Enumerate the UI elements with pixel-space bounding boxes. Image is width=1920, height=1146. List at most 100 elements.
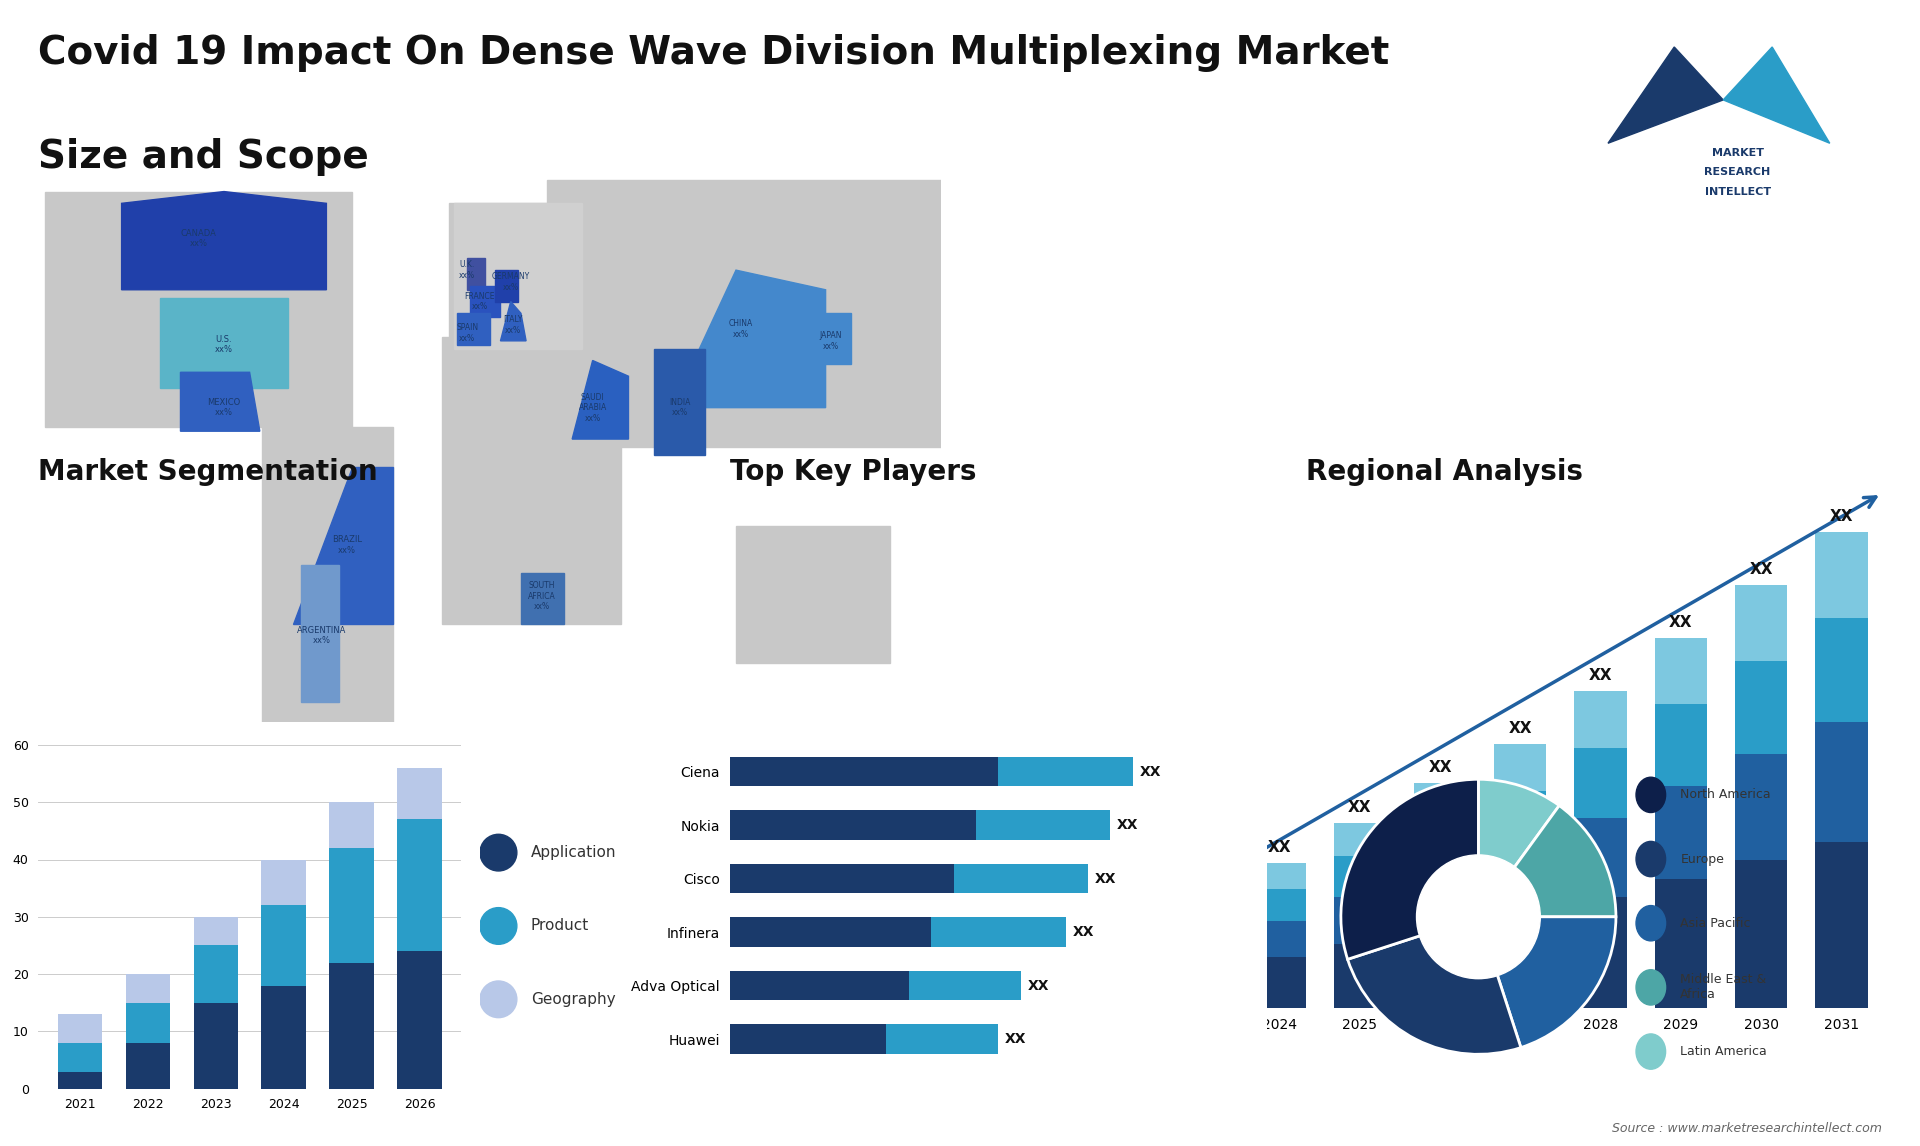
Bar	[1574, 897, 1626, 1008]
Polygon shape	[572, 361, 628, 439]
Text: Application: Application	[530, 845, 616, 861]
Polygon shape	[294, 466, 394, 623]
Polygon shape	[470, 285, 501, 317]
Text: XX: XX	[1428, 761, 1452, 776]
Text: Middle East &
Africa: Middle East & Africa	[1680, 973, 1766, 1002]
Text: Regional Analysis: Regional Analysis	[1306, 458, 1582, 486]
Text: XX: XX	[1117, 818, 1139, 832]
Text: INDIA
xx%: INDIA xx%	[668, 398, 691, 417]
Circle shape	[480, 908, 516, 944]
Bar	[730, 810, 975, 840]
Circle shape	[1636, 905, 1667, 941]
Bar	[58, 1043, 102, 1072]
Bar	[1092, 960, 1144, 981]
Bar	[1574, 691, 1626, 748]
Bar	[125, 1043, 169, 1089]
Text: North America: North America	[1680, 788, 1770, 801]
Bar	[330, 963, 374, 1089]
Polygon shape	[735, 526, 889, 664]
Bar	[1736, 661, 1788, 754]
Polygon shape	[442, 337, 620, 623]
Bar	[125, 1003, 169, 1043]
Bar	[730, 1025, 887, 1054]
Text: ARGENTINA
xx%: ARGENTINA xx%	[296, 626, 346, 645]
Text: XX: XX	[1006, 1033, 1027, 1046]
Circle shape	[1636, 970, 1667, 1005]
Wedge shape	[1348, 917, 1521, 1054]
Text: CHINA
xx%: CHINA xx%	[730, 320, 753, 339]
Bar	[1334, 856, 1386, 897]
Bar	[1092, 981, 1144, 1008]
Bar	[730, 758, 998, 786]
Bar	[261, 860, 305, 905]
Bar	[1254, 889, 1306, 921]
Wedge shape	[1340, 779, 1478, 959]
Text: U.S.
xx%: U.S. xx%	[215, 335, 232, 354]
Text: Source : www.marketresearchintellect.com: Source : www.marketresearchintellect.com	[1611, 1122, 1882, 1135]
Text: Covid 19 Impact On Dense Wave Division Multiplexing Market: Covid 19 Impact On Dense Wave Division M…	[38, 34, 1390, 72]
Bar	[1254, 863, 1306, 889]
Text: XX: XX	[1267, 840, 1290, 855]
Bar	[58, 1014, 102, 1043]
Bar	[1334, 823, 1386, 856]
Bar	[1816, 841, 1868, 1008]
Text: SAUDI
ARABIA
xx%: SAUDI ARABIA xx%	[578, 393, 607, 423]
Polygon shape	[449, 203, 588, 348]
Text: Asia Pacific: Asia Pacific	[1680, 917, 1751, 929]
Circle shape	[1636, 1034, 1667, 1069]
Bar	[194, 945, 238, 1003]
Text: XX: XX	[1027, 979, 1048, 992]
Text: FRANCE
xx%: FRANCE xx%	[465, 292, 495, 312]
Text: INTELLECT: INTELLECT	[1705, 187, 1770, 197]
Text: SPAIN
xx%: SPAIN xx%	[457, 323, 478, 343]
Polygon shape	[263, 427, 394, 722]
Bar	[1092, 929, 1144, 943]
Bar	[1173, 903, 1225, 921]
Bar	[194, 917, 238, 945]
Bar	[1574, 748, 1626, 818]
Bar	[887, 1025, 998, 1054]
Polygon shape	[1722, 47, 1830, 143]
Text: SOUTH
AFRICA
xx%: SOUTH AFRICA xx%	[528, 581, 555, 611]
Text: XX: XX	[1590, 668, 1613, 683]
Text: U.K.
xx%: U.K. xx%	[459, 260, 476, 280]
Wedge shape	[1478, 806, 1617, 917]
Polygon shape	[1609, 47, 1722, 143]
Text: CANADA
xx%: CANADA xx%	[180, 229, 217, 249]
Polygon shape	[495, 270, 518, 301]
Bar	[397, 768, 442, 819]
Bar	[998, 758, 1133, 786]
Bar	[397, 951, 442, 1089]
Bar	[931, 917, 1066, 947]
Bar	[908, 971, 1021, 1000]
Bar	[1173, 972, 1225, 1008]
Bar	[1254, 921, 1306, 958]
Bar	[1254, 958, 1306, 1008]
Polygon shape	[812, 313, 851, 364]
Bar	[397, 819, 442, 951]
Bar	[954, 864, 1089, 894]
Polygon shape	[520, 573, 564, 623]
Bar	[730, 917, 931, 947]
Bar	[1012, 990, 1064, 1008]
Text: Latin America: Latin America	[1680, 1045, 1766, 1058]
Bar	[1413, 929, 1467, 1008]
Polygon shape	[159, 298, 288, 388]
Bar	[1334, 943, 1386, 1008]
Bar	[1816, 618, 1868, 722]
Text: Product: Product	[530, 918, 589, 934]
Text: JAPAN
xx%: JAPAN xx%	[820, 331, 843, 351]
Bar	[1012, 976, 1064, 990]
Polygon shape	[467, 258, 486, 290]
Text: GERMANY
xx%: GERMANY xx%	[492, 273, 530, 291]
Bar	[1655, 786, 1707, 879]
Bar	[730, 971, 908, 1000]
Bar	[1494, 791, 1546, 849]
Polygon shape	[547, 180, 941, 447]
Bar	[1173, 921, 1225, 945]
Bar	[1012, 965, 1064, 976]
Wedge shape	[1478, 917, 1617, 1047]
Bar	[1012, 956, 1064, 965]
Text: Europe: Europe	[1680, 853, 1724, 865]
Bar	[1655, 705, 1707, 786]
